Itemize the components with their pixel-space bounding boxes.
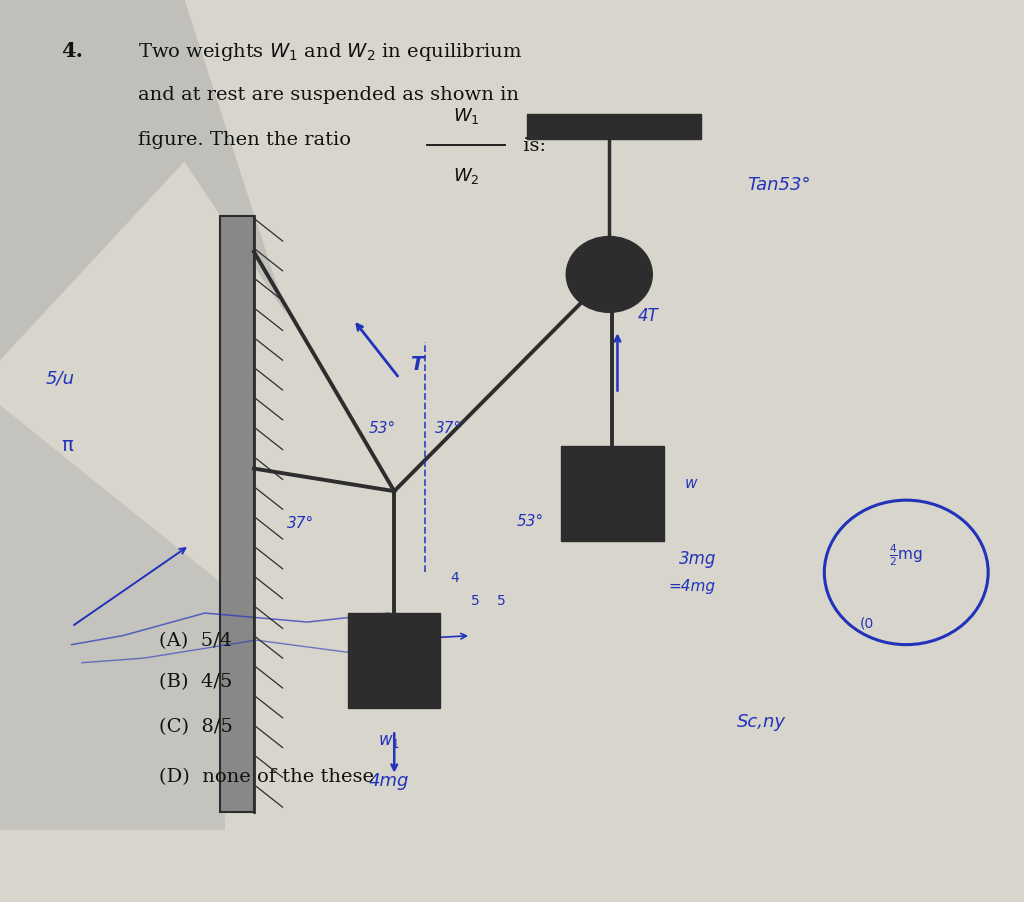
- Text: $W_2$: $W_2$: [453, 166, 479, 186]
- Text: 5: 5: [497, 594, 506, 607]
- Circle shape: [566, 237, 652, 313]
- Text: =4mg: =4mg: [669, 579, 716, 594]
- Bar: [527, 115, 701, 140]
- Text: figure. Then the ratio: figure. Then the ratio: [138, 131, 357, 149]
- Text: $\frac{4}{2}$mg: $\frac{4}{2}$mg: [889, 542, 924, 567]
- Text: 37°: 37°: [287, 516, 313, 530]
- Text: Tan53°: Tan53°: [748, 175, 811, 193]
- Text: $w_1$: $w_1$: [378, 732, 400, 750]
- Text: 4mg: 4mg: [369, 770, 410, 788]
- Text: 5/u: 5/u: [46, 369, 75, 387]
- Text: 53°: 53°: [517, 514, 544, 529]
- Text: 37°: 37°: [435, 421, 462, 436]
- Text: $w$: $w$: [684, 475, 698, 490]
- Polygon shape: [0, 0, 287, 361]
- Text: Two weights $W_1$ and $W_2$ in equilibrium: Two weights $W_1$ and $W_2$ in equilibri…: [138, 41, 522, 62]
- Text: and at rest are suspended as shown in: and at rest are suspended as shown in: [138, 86, 519, 104]
- Text: 4: 4: [451, 571, 460, 584]
- Text: (C)  8/5: (C) 8/5: [159, 717, 232, 735]
- Text: 4T: 4T: [638, 306, 658, 324]
- Polygon shape: [0, 406, 225, 830]
- Bar: [561, 446, 664, 541]
- Text: 53°: 53°: [369, 421, 395, 436]
- Bar: [220, 216, 254, 812]
- Text: (0: (0: [860, 616, 874, 630]
- Text: (D)  none of the these: (D) none of the these: [159, 767, 374, 785]
- Text: π: π: [61, 436, 74, 455]
- Text: (B)  4/5: (B) 4/5: [159, 672, 232, 690]
- Text: T: T: [410, 354, 423, 373]
- Text: Sc,ny: Sc,ny: [737, 712, 786, 730]
- Text: 3mg: 3mg: [679, 549, 716, 567]
- Bar: [348, 613, 440, 708]
- Text: 5: 5: [471, 594, 480, 607]
- Text: 4.: 4.: [61, 41, 83, 60]
- Text: (A)  5/4: (A) 5/4: [159, 631, 231, 649]
- Text: $W_1$: $W_1$: [453, 106, 479, 126]
- Text: is:: is:: [517, 137, 546, 155]
